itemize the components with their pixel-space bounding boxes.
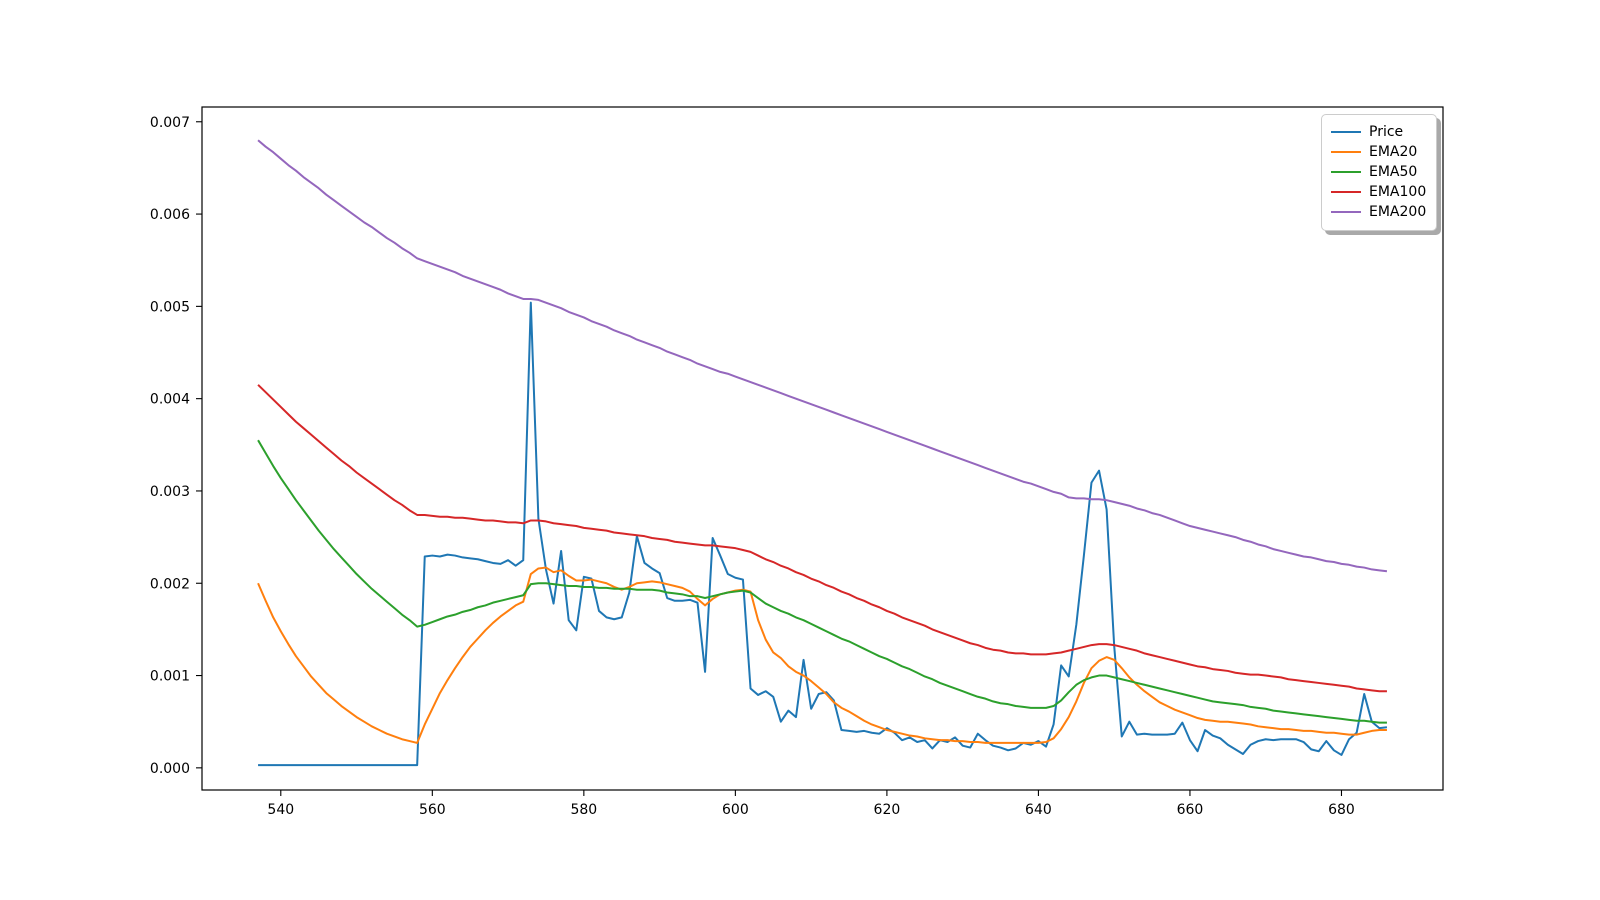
ema100-line [257, 384, 1387, 693]
legend-label-ema200: EMA200 [1369, 204, 1427, 220]
legend-label-ema100: EMA100 [1369, 184, 1427, 200]
legend-line-sample-ema20 [1331, 151, 1361, 153]
legend-item-ema20: EMA20 [1331, 142, 1426, 162]
legend-line-sample-price [1331, 131, 1361, 133]
legend-line-sample-ema50 [1331, 171, 1361, 173]
legend-line-sample-ema100 [1331, 191, 1361, 193]
price-line [258, 301, 1388, 767]
x-tick-label: 640 [1025, 802, 1052, 818]
legend-item-ema50: EMA50 [1331, 162, 1426, 182]
legend-item-ema100: EMA100 [1331, 182, 1426, 202]
legend-item-price: Price [1331, 122, 1426, 142]
y-tick-label: 0.002 [150, 576, 190, 592]
legend-label-ema50: EMA50 [1369, 164, 1418, 180]
y-tick-label: 0.005 [150, 299, 190, 315]
ema50-line [257, 439, 1387, 724]
x-tick-label: 660 [1177, 802, 1204, 818]
y-tick-label: 0.004 [150, 392, 190, 408]
x-tick-label: 560 [419, 802, 446, 818]
legend-label-ema20: EMA20 [1369, 144, 1418, 160]
x-tick-label: 680 [1328, 802, 1355, 818]
y-tick-label: 0.007 [150, 115, 190, 131]
x-tick-label: 580 [570, 802, 597, 818]
plot-border [201, 106, 1444, 791]
chart-legend: Price EMA20 EMA50 EMA100 EMA200 [1321, 114, 1438, 231]
ema20-line [257, 566, 1387, 744]
x-tick-label: 540 [267, 802, 294, 818]
x-tick-label: 600 [722, 802, 749, 818]
legend-line-sample-ema200 [1331, 211, 1361, 213]
y-tick-label: 0.003 [150, 484, 190, 500]
y-tick-label: 0.001 [150, 669, 190, 685]
y-tick-label: 0.000 [150, 761, 190, 777]
legend-item-ema200: EMA200 [1331, 202, 1426, 222]
ema200-line [257, 139, 1388, 573]
y-tick-label: 0.006 [150, 207, 190, 223]
legend-label-price: Price [1369, 124, 1404, 140]
x-tick-label: 620 [874, 802, 901, 818]
